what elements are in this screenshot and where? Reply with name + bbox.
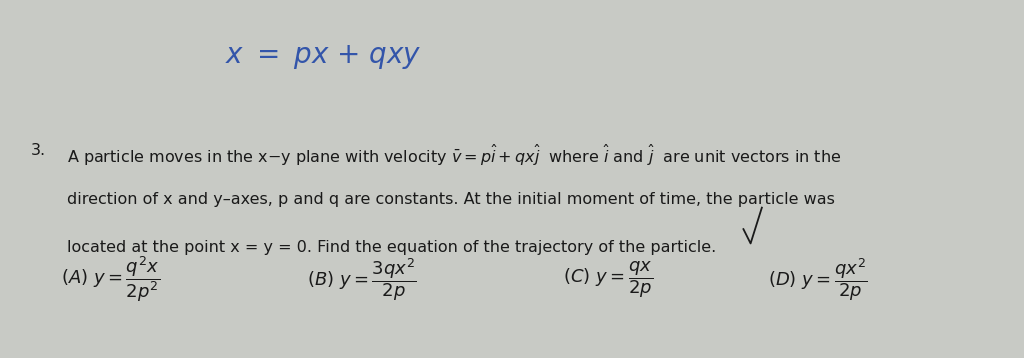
Text: $(C)\ y=\dfrac{qx}{2p}$: $(C)\ y=\dfrac{qx}{2p}$	[563, 259, 653, 300]
Text: located at the point x = y = 0. Find the equation of the trajectory of the parti: located at the point x = y = 0. Find the…	[67, 240, 716, 255]
Text: $(D)\ y=\dfrac{qx^2}{2p}$: $(D)\ y=\dfrac{qx^2}{2p}$	[768, 256, 868, 303]
Text: A particle moves in the x$-$y plane with velocity $\bar{v}=p\hat{i}+qx\hat{j}$  : A particle moves in the x$-$y plane with…	[67, 143, 841, 168]
Text: $\it{x}$ $=$ $\it{p}$$\it{x}$ $+$ $\it{q}$$\it{x}$$\it{y}$: $\it{x}$ $=$ $\it{p}$$\it{x}$ $+$ $\it{q…	[225, 43, 422, 71]
Text: direction of x and y–axes, p and q are constants. At the initial moment of time,: direction of x and y–axes, p and q are c…	[67, 192, 835, 207]
Text: $(A)\ y=\dfrac{q^2x}{2p^2}$: $(A)\ y=\dfrac{q^2x}{2p^2}$	[61, 254, 161, 304]
Text: 3.: 3.	[31, 143, 46, 158]
Text: $(B)\ y=\dfrac{3qx^2}{2p}$: $(B)\ y=\dfrac{3qx^2}{2p}$	[307, 256, 417, 303]
